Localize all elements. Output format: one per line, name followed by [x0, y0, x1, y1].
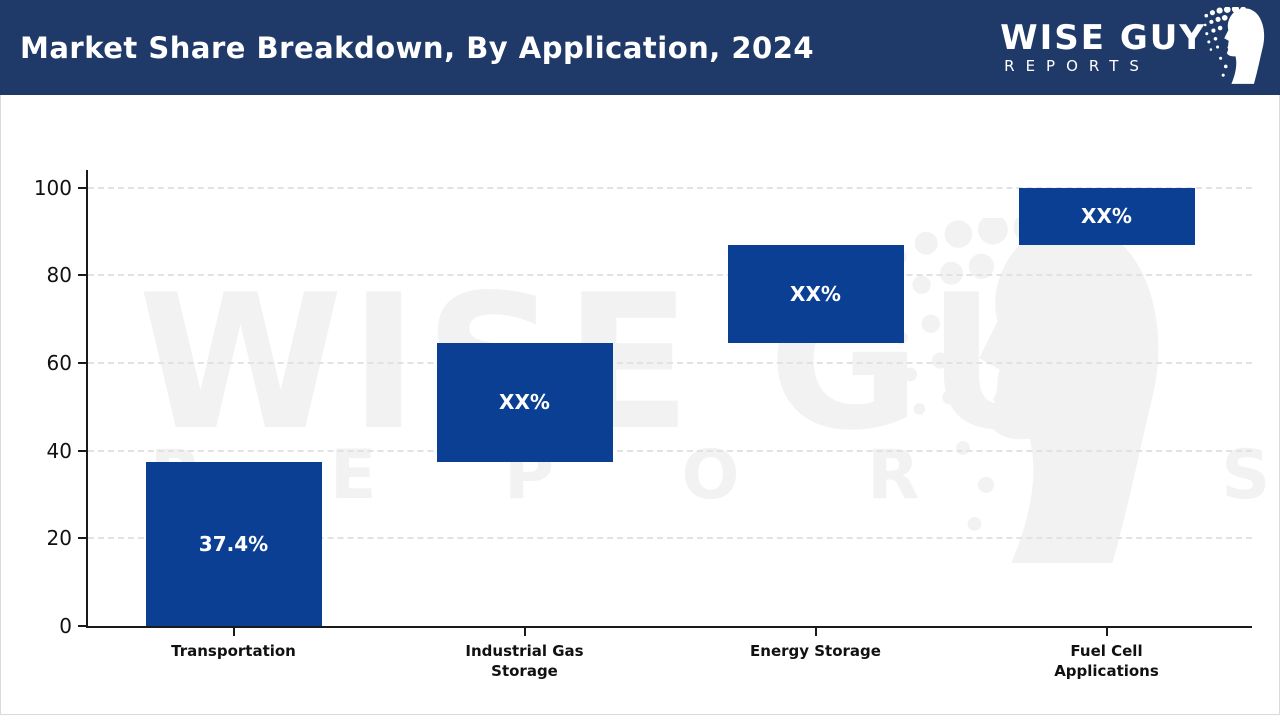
- wise-guy-logo: WISE GUY REPORTS: [1000, 0, 1270, 95]
- x-axis-category-label: Energy Storage: [750, 642, 881, 660]
- bar-value-label: 37.4%: [198, 531, 269, 556]
- y-gridline: [88, 274, 1252, 277]
- y-axis-tick: [78, 625, 86, 627]
- bar-value-label: XX%: [790, 281, 841, 306]
- y-axis-tick: [78, 274, 86, 277]
- y-gridline: [88, 361, 1252, 364]
- bar-energy-storage: XX%: [727, 244, 904, 343]
- header: Market Share Breakdown, By Application, …: [0, 0, 1280, 95]
- x-axis-tick: [523, 628, 526, 636]
- y-axis-tick: [78, 186, 86, 189]
- y-axis-tick-label: 40: [46, 438, 72, 463]
- y-axis-tick-label: 80: [46, 263, 72, 288]
- y-gridline: [88, 186, 1252, 189]
- logo-face-profile-icon: [1203, 6, 1265, 84]
- y-gridline: [88, 449, 1252, 452]
- y-axis-line: [86, 170, 88, 628]
- y-axis-tick: [78, 449, 86, 452]
- bar-transportation: 37.4%: [145, 462, 322, 626]
- y-gridline: [88, 537, 1252, 540]
- x-axis-category-label: Transportation: [171, 642, 296, 660]
- logo-text: WISE GUY REPORTS: [1000, 21, 1206, 74]
- y-axis-tick: [78, 361, 86, 364]
- x-axis-line: [86, 626, 1252, 628]
- x-axis-tick: [814, 628, 817, 636]
- y-axis-tick-label: 20: [46, 526, 72, 551]
- bar-value-label: XX%: [499, 390, 550, 415]
- y-axis-tick: [78, 537, 86, 540]
- x-axis-category-label: Industrial Gas Storage: [465, 642, 584, 681]
- x-axis-tick: [232, 628, 235, 636]
- page-title: Market Share Breakdown, By Application, …: [20, 30, 815, 65]
- logo-wordmark: WISE GUY: [1000, 18, 1206, 58]
- bar-industrial-gas-storage: XX%: [436, 342, 613, 462]
- bar-fuel-cell-applications: XX%: [1018, 187, 1195, 245]
- x-axis-tick: [1105, 628, 1108, 636]
- x-axis-category-label: Fuel Cell Applications: [1054, 642, 1159, 681]
- y-axis-tick-label: 0: [59, 614, 72, 638]
- y-axis-tick-label: 60: [46, 350, 72, 375]
- y-axis-tick-label: 100: [33, 175, 72, 200]
- bar-value-label: XX%: [1081, 204, 1132, 229]
- logo-subtext: REPORTS: [1004, 57, 1150, 75]
